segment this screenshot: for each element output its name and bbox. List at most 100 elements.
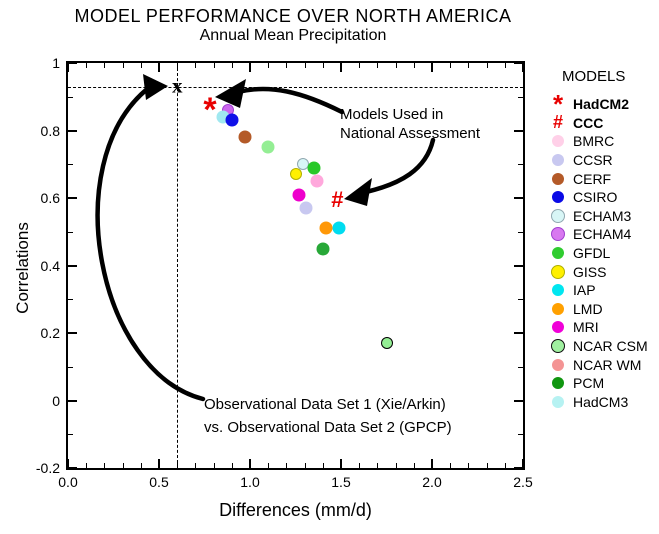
models-used-annotation-line1: Models Used in [340, 106, 444, 123]
chart-subtitle: Annual Mean Precipitation [199, 27, 387, 44]
x-major-tick [67, 63, 69, 72]
x-minor-tick [304, 63, 306, 68]
y-minor-tick [68, 96, 73, 98]
chart-title: MODEL PERFORMANCE OVER NORTH AMERICA [74, 6, 512, 26]
point-csiro [225, 113, 239, 127]
legend-dot [552, 395, 564, 408]
y-major-tick [514, 129, 523, 132]
legend-circle-icon [548, 154, 568, 167]
point-hadcm2: * [203, 90, 217, 129]
legend-label: BMRC [573, 133, 615, 150]
x-minor-tick [195, 463, 197, 468]
legend-label: CSIRO [573, 189, 618, 206]
y-minor-tick [518, 164, 523, 166]
point-giss [289, 168, 302, 181]
x-minor-tick [486, 63, 488, 68]
x-minor-tick [450, 463, 452, 468]
y-minor-tick [518, 96, 523, 98]
x-minor-tick [322, 463, 324, 468]
y-tick-label: 0.2 [40, 325, 60, 341]
plot-area: x * # [66, 61, 525, 470]
legend-circle-icon [548, 208, 568, 223]
x-minor-tick [268, 463, 270, 468]
x-tick-label: 1.5 [331, 474, 351, 490]
legend-item-lmd: LMD [548, 300, 658, 319]
x-minor-tick [231, 463, 233, 468]
y-axis-label: Correlations [13, 222, 32, 314]
x-major-tick [249, 63, 251, 72]
legend-circle-icon [548, 172, 568, 185]
legend-dot [551, 227, 565, 242]
x-major-tick [340, 63, 342, 72]
x-minor-tick [377, 463, 379, 468]
y-major-tick [514, 332, 523, 334]
legend-item-gfdl: GFDL [548, 244, 658, 263]
legend-label: ECHAM4 [573, 226, 632, 243]
x-major-tick [158, 459, 160, 468]
y-tick-label: 0 [52, 392, 60, 409]
x-axis-label: Differences (mm/d) [219, 500, 372, 520]
observational-data-annotation: Observational Data Set 1 (Xie/Arkin) vs.… [204, 393, 452, 439]
legend-dot [552, 172, 564, 185]
y-minor-tick [68, 231, 73, 233]
legend-dot [551, 264, 565, 279]
legend-item-cerf: CERF [548, 169, 658, 188]
legend-star-icon: * [552, 89, 564, 120]
x-minor-tick [395, 63, 397, 68]
point-ncar-wm [261, 140, 275, 154]
y-tick-label: 1 [52, 55, 60, 71]
y-minor-tick [68, 366, 73, 368]
legend-circle-icon [548, 377, 568, 390]
x-minor-tick [504, 463, 506, 468]
x-tick-label: 2.5 [513, 474, 533, 490]
y-major-tick [514, 197, 523, 199]
x-minor-tick [195, 63, 197, 68]
legend-label: IAP [573, 282, 596, 299]
x-minor-tick [122, 463, 124, 468]
y-major-tick [514, 264, 523, 267]
legend-item-giss: GISS [548, 262, 658, 281]
reference-line-vertical [177, 63, 179, 468]
x-minor-tick [286, 63, 288, 68]
x-minor-tick [104, 63, 106, 68]
x-minor-tick [377, 63, 379, 68]
legend-title: MODELS [562, 68, 626, 85]
x-minor-tick [322, 63, 324, 68]
y-tick-label: 0.6 [40, 190, 60, 206]
legend-label: NCAR CSM [573, 338, 648, 355]
legend-item-ccsr: CCSR [548, 151, 658, 170]
x-minor-tick [359, 63, 361, 68]
x-minor-tick [231, 63, 233, 68]
y-major-tick [514, 399, 523, 402]
point-mri [292, 188, 306, 202]
legend-circle-icon [548, 302, 568, 315]
legend-label: CCC [573, 114, 604, 131]
legend-item-hadcm3: HadCM3 [548, 393, 658, 412]
point-bmrc [310, 174, 324, 188]
y-minor-tick [68, 299, 73, 301]
legend-circle-icon [548, 321, 568, 334]
point-cerf [238, 130, 252, 144]
x-minor-tick [122, 63, 124, 68]
legend-item-echam4: ECHAM4 [548, 225, 658, 244]
x-minor-tick [213, 63, 215, 68]
x-major-tick [249, 459, 251, 468]
legend-item-ccc: # CCC [548, 112, 658, 132]
legend-item-hadcm2: * HadCM2 [548, 89, 658, 120]
legend-circle-icon [548, 135, 568, 148]
legend-item-bmrc: BMRC [548, 132, 658, 151]
x-major-tick [431, 459, 433, 468]
legend-dot [552, 377, 564, 390]
legend-label: ECHAM3 [573, 207, 632, 224]
observational-data-annotation-line1: Observational Data Set 1 (Xie/Arkin) [204, 396, 446, 413]
y-minor-tick [68, 434, 73, 436]
x-minor-tick [140, 63, 142, 68]
legend-circle-icon [548, 358, 568, 371]
models-used-annotation-line2: National Assessment [340, 125, 481, 142]
y-tick-label: 0.8 [40, 122, 60, 139]
legend-label: MRI [573, 319, 599, 336]
legend-dot [552, 135, 564, 148]
reference-line-horizontal [68, 86, 523, 88]
y-minor-tick [518, 231, 523, 233]
legend-label: PCM [573, 375, 605, 392]
